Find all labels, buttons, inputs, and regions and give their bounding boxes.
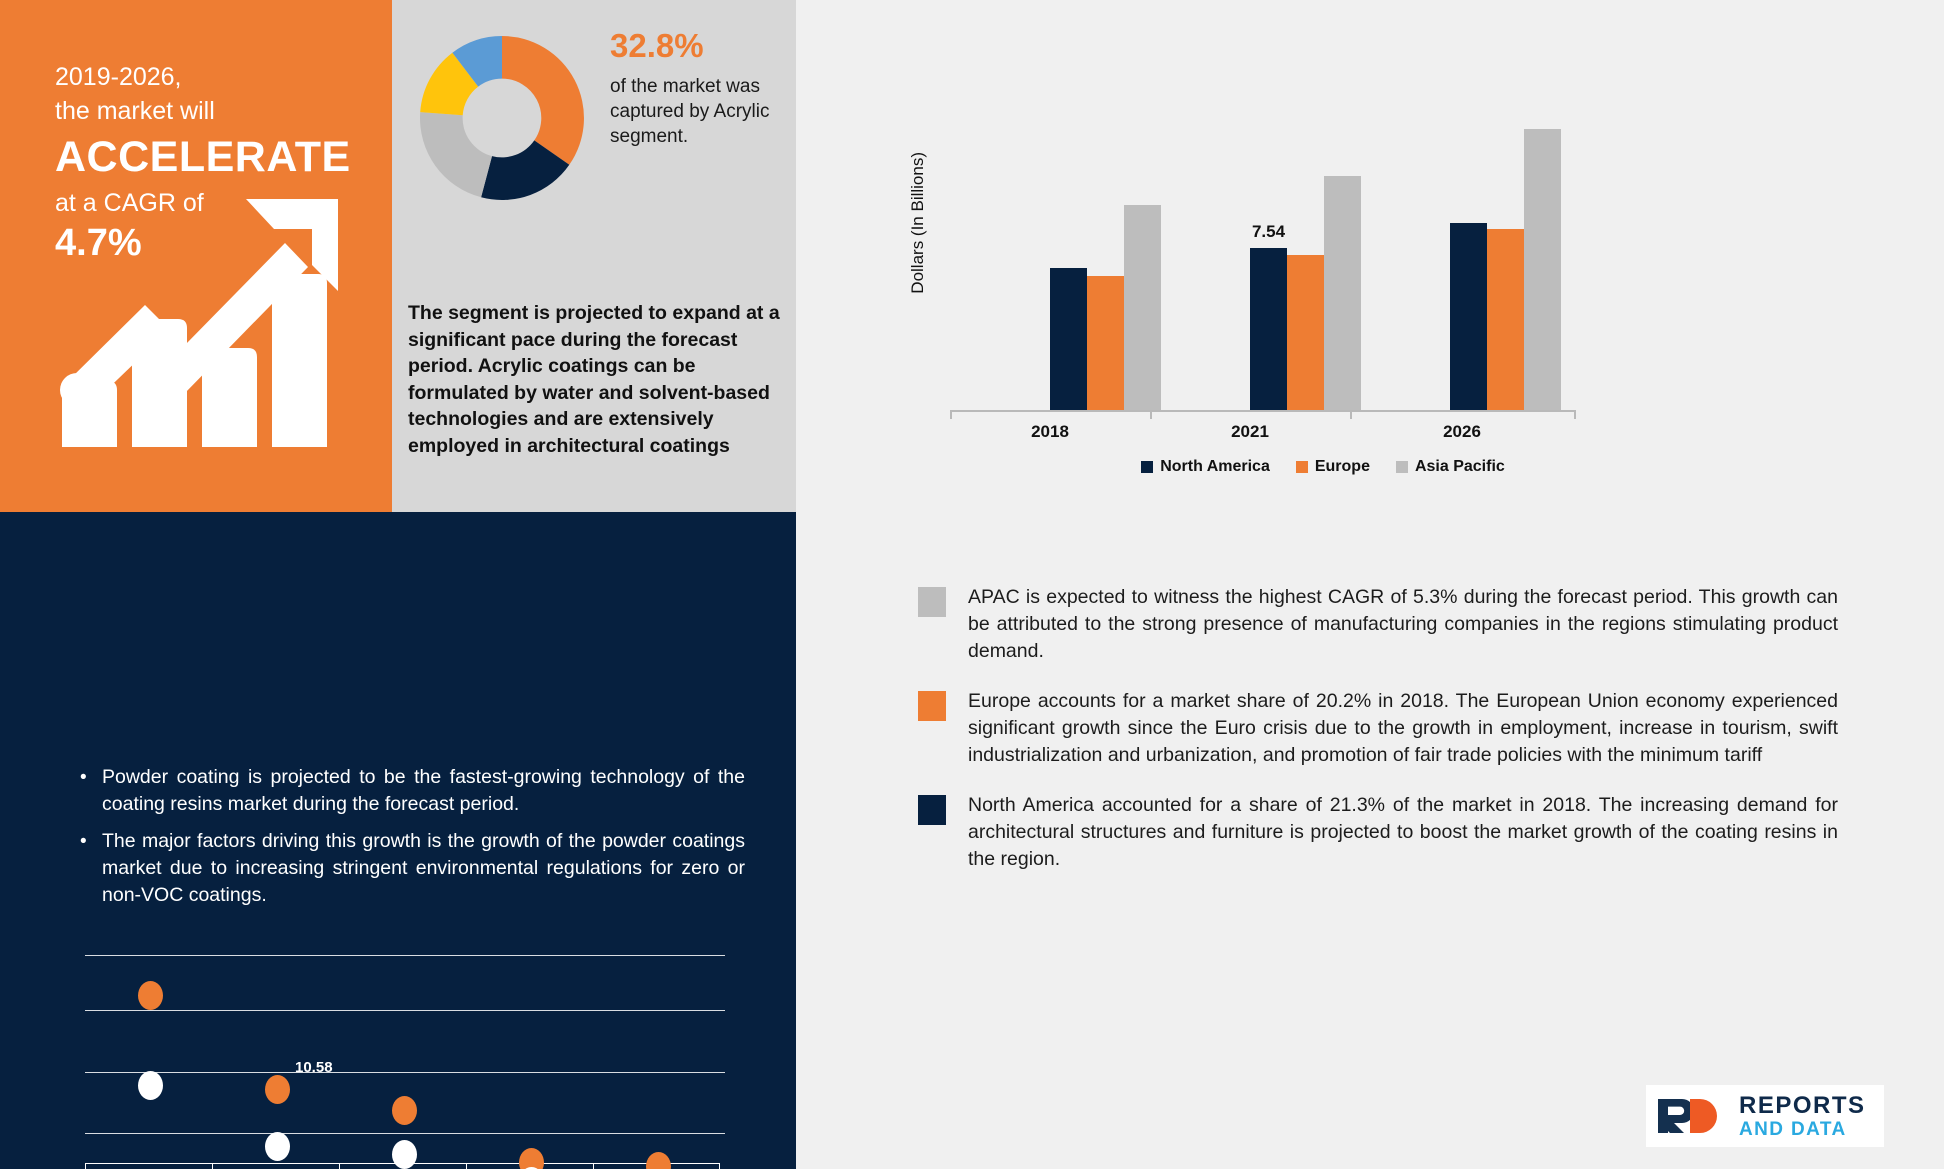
bar-asia-pacific-2026 xyxy=(1524,129,1561,410)
gridline xyxy=(85,955,725,956)
square-marker-icon xyxy=(1395,461,1408,473)
data-point-2026 xyxy=(519,1148,544,1169)
acrylic-share-description: of the market was captured by Acrylic se… xyxy=(610,76,770,147)
acrylic-share-donut-chart xyxy=(402,28,602,208)
info-block-text: North America accounted for a share of 2… xyxy=(968,794,1838,870)
bar-asia-pacific-2021 xyxy=(1324,176,1361,410)
axis-tick xyxy=(466,1163,467,1169)
bar-europe-2021 xyxy=(1287,255,1324,410)
gridline xyxy=(85,1072,725,1073)
asia-pacific-swatch xyxy=(918,587,946,617)
square-marker-icon xyxy=(1295,461,1308,473)
list-item: • The major factors driving this growth … xyxy=(80,828,745,909)
regional-market-bar-chart: Dollars (In Billions) xyxy=(908,110,1576,475)
axis-tick xyxy=(339,1163,340,1169)
bar-group-2018 xyxy=(1050,110,1161,410)
donut-panel: 32.8% of the market was captured by Acry… xyxy=(392,0,796,512)
gridline xyxy=(85,1010,725,1011)
cagr-subject: the market will xyxy=(55,97,215,125)
growth-arrow-bar-chart-icon xyxy=(50,185,350,480)
axis-tick xyxy=(212,1163,213,1169)
data-label-powder-coating-2026: 10.58 xyxy=(295,1059,333,1076)
cagr-label: at a CAGR of xyxy=(55,189,204,217)
legend-item-north-america[interactable]: North America xyxy=(1141,458,1270,476)
square-marker-icon xyxy=(1141,461,1154,473)
axis-tick xyxy=(1350,410,1352,419)
legend-label-north-america: North America xyxy=(1160,458,1270,475)
regional-panel: Dollars (In Billions) xyxy=(796,0,1944,1169)
logo-wordmark: REPORTS AND DATA xyxy=(1739,1091,1866,1140)
bar-north-america-2026 xyxy=(1450,223,1487,410)
coating-technology-dot-chart: 10.58 Solvent Borne Powder Coating Water… xyxy=(85,955,725,1169)
gridline xyxy=(85,1133,725,1134)
data-point-2026 xyxy=(265,1075,290,1104)
legend-label-europe: Europe xyxy=(1314,458,1370,475)
legend-label-asia-pacific: Asia Pacific xyxy=(1414,458,1505,475)
axis-tick xyxy=(1574,410,1576,419)
reports-and-data-logo[interactable]: REPORTS AND DATA xyxy=(1646,1085,1884,1147)
data-point-2017 xyxy=(138,1071,163,1100)
data-point-2026 xyxy=(392,1096,417,1125)
bar-axis-label-2018: 2018 xyxy=(1031,422,1069,441)
bar-group-2021 xyxy=(1250,110,1361,410)
cagr-panel: 2019-2026, the market will ACCELERATE at… xyxy=(0,0,392,512)
legend-item-europe[interactable]: Europe xyxy=(1295,458,1370,476)
bar-europe-2026 xyxy=(1487,229,1524,410)
bullet-text: The major factors driving this growth is… xyxy=(102,830,745,906)
data-label-north-america-2021: 7.54 xyxy=(1251,222,1286,241)
data-point-2026 xyxy=(646,1152,671,1169)
axis-tick xyxy=(1150,410,1152,419)
axis-tick xyxy=(593,1163,594,1169)
info-block-north-america: North America accounted for a share of 2… xyxy=(918,792,1838,873)
acrylic-share-value: 32.8% xyxy=(610,27,704,64)
rd-monogram-icon xyxy=(1656,1095,1730,1137)
cagr-headline: ACCELERATE xyxy=(55,133,351,181)
logo-line-and-data: AND DATA xyxy=(1739,1118,1847,1140)
data-point-2026 xyxy=(138,981,163,1010)
bar-chart-x-axis xyxy=(950,410,1576,412)
axis-tick xyxy=(950,410,952,419)
bullet-marker-icon: • xyxy=(80,767,87,788)
europe-swatch xyxy=(918,691,946,721)
cagr-value: 4.7% xyxy=(55,222,142,264)
bar-axis-label-2026: 2026 xyxy=(1443,422,1481,441)
bar-chart-legend: North America Europe Asia Pacific xyxy=(1070,458,1576,476)
data-point-2017 xyxy=(392,1140,417,1169)
bar-chart-plot-area: 7.54 xyxy=(950,110,1576,410)
north-america-swatch xyxy=(918,795,946,825)
bar-group-2026 xyxy=(1450,110,1561,410)
bar-chart-y-axis-label: Dollars (In Billions) xyxy=(908,152,927,294)
logo-line-reports: REPORTS xyxy=(1739,1091,1866,1119)
cagr-period: 2019-2026, xyxy=(55,63,182,91)
acrylic-stat-block: 32.8% of the market was captured by Acry… xyxy=(610,24,790,149)
bullet-text: Powder coating is projected to be the fa… xyxy=(102,766,745,815)
data-point-2017 xyxy=(265,1132,290,1161)
bar-axis-label-2021: 2021 xyxy=(1231,422,1269,441)
info-block-text: Europe accounts for a market share of 20… xyxy=(968,690,1838,766)
bar-asia-pacific-2018 xyxy=(1124,205,1161,410)
legend-item-asia-pacific[interactable]: Asia Pacific xyxy=(1395,458,1505,476)
technology-panel: 10.58 Solvent Borne Powder Coating Water… xyxy=(0,512,796,1169)
bullet-marker-icon: • xyxy=(80,831,87,852)
info-block-text: APAC is expected to witness the highest … xyxy=(968,586,1838,662)
data-point-2017 xyxy=(519,1167,544,1169)
regional-info-block-list: APAC is expected to witness the highest … xyxy=(918,584,1838,896)
bar-north-america-2021 xyxy=(1250,248,1287,410)
axis-tick xyxy=(719,1163,720,1169)
axis-tick xyxy=(85,1163,86,1169)
info-block-asia-pacific: APAC is expected to witness the highest … xyxy=(918,584,1838,665)
technology-bullet-list: • Powder coating is projected to be the … xyxy=(80,764,745,919)
cagr-text-block: 2019-2026, the market will ACCELERATE at… xyxy=(55,60,351,266)
acrylic-segment-paragraph: The segment is projected to expand at a … xyxy=(408,302,780,457)
bar-europe-2018 xyxy=(1087,276,1124,410)
info-block-europe: Europe accounts for a market share of 20… xyxy=(918,688,1838,769)
bar-north-america-2018 xyxy=(1050,268,1087,410)
list-item: • Powder coating is projected to be the … xyxy=(80,764,745,818)
